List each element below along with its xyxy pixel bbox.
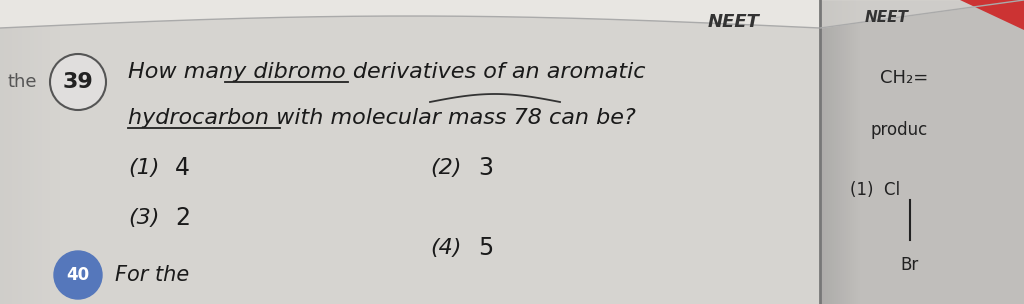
Bar [842, 0, 844, 304]
Polygon shape [961, 0, 1024, 30]
Bar [38, 0, 40, 304]
Bar [846, 0, 848, 304]
Text: How many dibromo derivatives of an aromatic: How many dibromo derivatives of an aroma… [128, 62, 645, 82]
Text: 4: 4 [175, 156, 190, 180]
Polygon shape [820, 0, 1024, 28]
Text: NEET: NEET [865, 11, 909, 26]
Bar [32, 0, 34, 304]
Bar [852, 0, 854, 304]
Bar [828, 0, 830, 304]
Text: (1): (1) [128, 158, 160, 178]
Bar [58, 0, 60, 304]
Bar [56, 0, 58, 304]
Bar [26, 0, 28, 304]
Bar [30, 0, 32, 304]
Bar [850, 0, 852, 304]
Bar [44, 0, 46, 304]
Bar [0, 0, 2, 304]
Bar [14, 0, 16, 304]
Bar [6, 0, 8, 304]
Bar [12, 0, 14, 304]
Bar [50, 0, 52, 304]
Bar [8, 0, 10, 304]
Text: NEET: NEET [709, 13, 760, 31]
Bar [48, 0, 50, 304]
Bar [822, 0, 824, 304]
Text: produc: produc [870, 121, 928, 139]
Bar [28, 0, 30, 304]
Text: (1)  Cl: (1) Cl [850, 181, 900, 199]
Bar [20, 0, 22, 304]
Bar [16, 0, 18, 304]
Bar [844, 0, 846, 304]
Polygon shape [0, 0, 820, 304]
Circle shape [50, 54, 106, 110]
Bar [42, 0, 44, 304]
Bar [824, 0, 826, 304]
Bar [858, 0, 860, 304]
Text: 5: 5 [478, 236, 494, 260]
Bar [820, 0, 822, 304]
Bar [46, 0, 48, 304]
Text: 2: 2 [175, 206, 190, 230]
Text: For the: For the [115, 265, 189, 285]
Bar [830, 0, 831, 304]
Text: (2): (2) [430, 158, 462, 178]
Bar [36, 0, 38, 304]
Text: Br: Br [900, 256, 919, 274]
Bar [54, 0, 56, 304]
Bar [22, 0, 24, 304]
Bar [840, 0, 842, 304]
Polygon shape [820, 0, 1024, 304]
Bar [40, 0, 42, 304]
Bar [836, 0, 838, 304]
Text: hydrocarbon with molecular mass 78 can be?: hydrocarbon with molecular mass 78 can b… [128, 108, 636, 128]
Text: CH₂=: CH₂= [880, 69, 928, 87]
Bar [10, 0, 12, 304]
Bar [838, 0, 840, 304]
Bar [24, 0, 26, 304]
Bar [848, 0, 850, 304]
Circle shape [54, 251, 102, 299]
Text: 40: 40 [67, 266, 89, 284]
Text: the: the [8, 73, 38, 91]
Bar [856, 0, 858, 304]
Bar [834, 0, 836, 304]
Text: 39: 39 [62, 72, 93, 92]
Polygon shape [0, 0, 820, 28]
Bar [826, 0, 828, 304]
Text: (3): (3) [128, 208, 160, 228]
Bar [52, 0, 54, 304]
Bar [34, 0, 36, 304]
Bar [2, 0, 4, 304]
Bar [4, 0, 6, 304]
Text: (4): (4) [430, 238, 462, 258]
Bar [831, 0, 834, 304]
Bar [18, 0, 20, 304]
Bar [854, 0, 856, 304]
Text: 3: 3 [478, 156, 493, 180]
